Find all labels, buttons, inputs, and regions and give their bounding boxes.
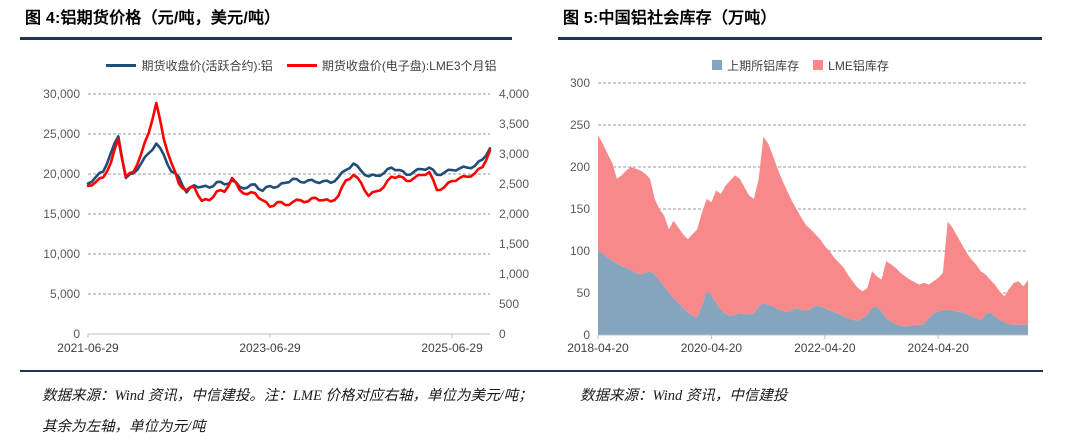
right-axis-tick-label: 1,500 — [499, 237, 529, 251]
legend-item: 上期所铝库存 — [712, 57, 799, 74]
figure4-title: 图 4:铝期货价格（元/吨，美元/吨） — [25, 10, 281, 27]
y-axis-tick-label: 0 — [73, 327, 80, 341]
figure5-panel: 图 5:中国铝社会库存（万吨） 上期所铝库存 LME铝库存 0 50 100 150 20… — [558, 8, 1043, 362]
price-line-series — [86, 135, 492, 194]
right-axis-tick-label: 1,000 — [499, 267, 529, 281]
figure4-panel: 图 4:铝期货价格（元/吨，美元/吨） 期货收盘价(活跃合约):铝 期货收盘价(电… — [20, 8, 537, 362]
right-axis-tick-label: 3,500 — [499, 117, 529, 131]
y-axis-tick-label: 50 — [577, 286, 591, 300]
right-axis-tick-label: 2,000 — [499, 207, 529, 221]
shfe-inventory-area — [598, 251, 1028, 335]
legend-square-swatch — [813, 60, 824, 70]
figure4-title-rule — [20, 37, 512, 40]
x-axis-tick-label: 2023-06-29 — [239, 341, 301, 355]
figure5-legend: 上期所铝库存 LME铝库存 — [558, 52, 1043, 78]
legend-label: 上期所铝库存 — [727, 58, 800, 73]
y-axis-tick-label: 30,000 — [43, 87, 80, 101]
legend-item: 期货收盘价(活跃合约):铝 — [106, 57, 273, 74]
figure4-legend: 期货收盘价(活跃合约):铝 期货收盘价(电子盘):LME3个月铝 — [66, 52, 537, 78]
y-axis-tick-label: 10,000 — [43, 247, 80, 261]
legend-item: LME铝库存 — [813, 57, 889, 74]
right-axis-tick-label: 500 — [499, 297, 519, 311]
legend-item: 期货收盘价(电子盘):LME3个月铝 — [286, 57, 497, 74]
right-axis-tick-label: 3,000 — [499, 147, 529, 161]
figure4-source-note: 数据来源：Wind 资讯，中信建投。注：LME 价格对应右轴，单位为美元/吨；其… — [42, 388, 533, 435]
legend-square-swatch — [712, 60, 723, 70]
aluminum-futures-price-chart: 0 5,000 10,000 15,000 20,000 25,000 30,000 0 500… — [43, 87, 529, 355]
y-axis-tick-label: 100 — [570, 244, 590, 258]
right-axis-tick-label: 2,500 — [499, 177, 529, 191]
x-axis-tick-label: 2021-06-29 — [57, 341, 119, 355]
figures-bottom-rule — [20, 370, 1043, 372]
lme-inventory-area — [598, 135, 1028, 327]
y-axis-tick-label: 250 — [570, 118, 590, 132]
figure5-title-rule — [558, 37, 1042, 40]
legend-label: 期货收盘价(电子盘):LME3个月铝 — [321, 58, 497, 73]
x-axis-tick-label: 2025-06-29 — [421, 341, 483, 355]
legend-label: LME铝库存 — [828, 58, 889, 73]
figure5-title: 图 5:中国铝社会库存（万吨） — [563, 10, 777, 27]
legend-line-swatch — [286, 63, 317, 67]
y-axis-tick-label: 300 — [570, 78, 590, 90]
legend-line-swatch — [106, 63, 137, 67]
right-axis-tick-label: 4,000 — [499, 87, 529, 101]
legend-label: 期货收盘价(活跃合约):铝 — [141, 58, 273, 73]
aluminum-inventory-chart: 0 50 100 150 200 250 300 2018-04-20 2020-04-20 20… — [567, 78, 1028, 355]
price-line-series — [86, 101, 492, 209]
x-axis-tick-label: 2020-04-20 — [681, 341, 743, 355]
y-axis-tick-label: 25,000 — [43, 127, 80, 141]
right-axis-tick-label: 0 — [499, 327, 506, 341]
y-axis-tick-label: 150 — [570, 202, 590, 216]
y-axis-tick-label: 15,000 — [43, 207, 80, 221]
y-axis-tick-label: 20,000 — [43, 167, 80, 181]
figure5-source-note: 数据来源：Wind 资讯，中信建投 — [580, 388, 788, 404]
x-axis-tick-label: 2022-04-20 — [794, 341, 856, 355]
y-axis-tick-label: 200 — [570, 160, 590, 174]
x-axis-tick-label: 2018-04-20 — [567, 341, 629, 355]
y-axis-tick-label: 5,000 — [50, 287, 80, 301]
x-axis-tick-label: 2024-04-20 — [908, 341, 970, 355]
y-axis-tick-label: 0 — [583, 328, 590, 342]
